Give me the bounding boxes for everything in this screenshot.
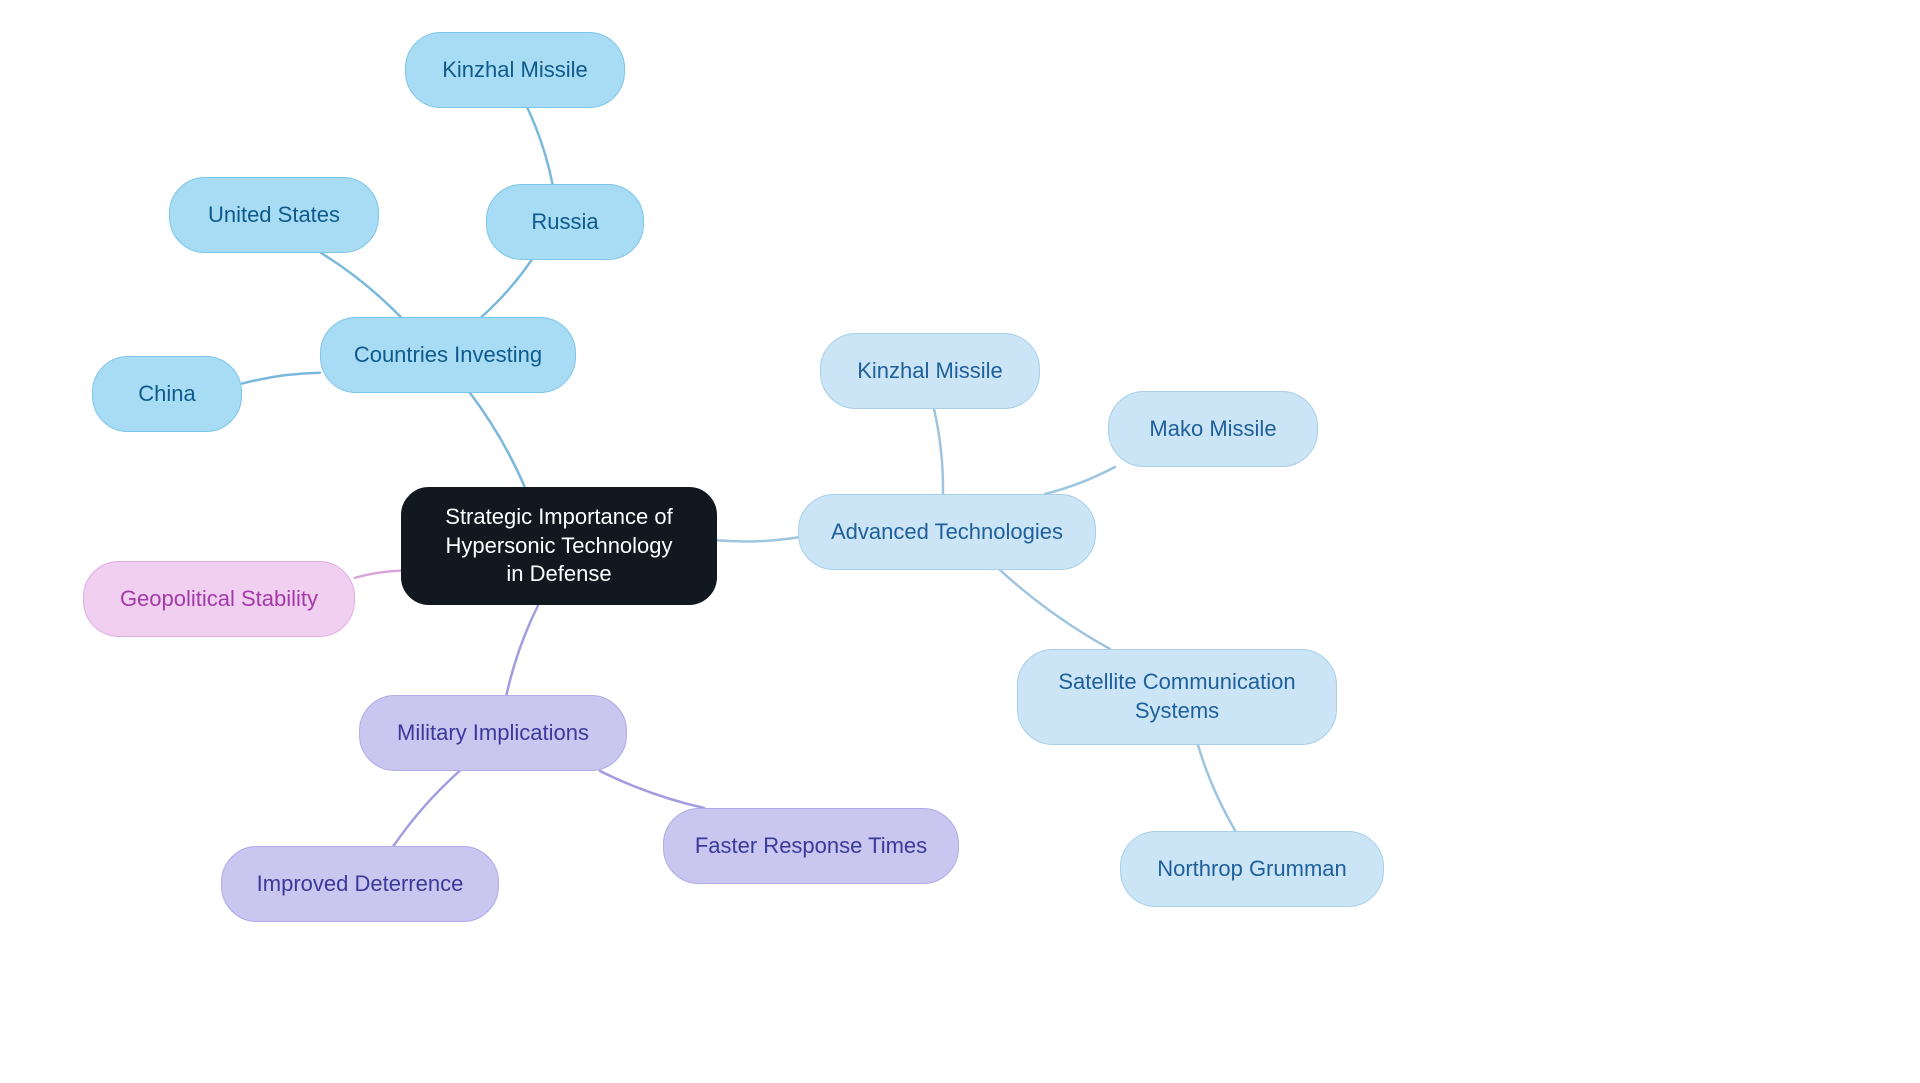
node-faster-response[interactable]: Faster Response Times: [663, 808, 959, 884]
node-kinzhal-missile-top[interactable]: Kinzhal Missile: [405, 32, 625, 108]
node-united-states[interactable]: United States: [169, 177, 379, 253]
node-russia[interactable]: Russia: [486, 184, 644, 260]
node-satellite-communication[interactable]: Satellite Communication Systems: [1017, 649, 1337, 745]
node-northrop-grumman[interactable]: Northrop Grumman: [1120, 831, 1384, 907]
node-geopolitical-stability[interactable]: Geopolitical Stability: [83, 561, 355, 637]
node-improved-deterrence[interactable]: Improved Deterrence: [221, 846, 499, 922]
mindmap-canvas: Strategic Importance of Hypersonic Techn…: [0, 0, 1920, 1083]
node-kinzhal-missile-right[interactable]: Kinzhal Missile: [820, 333, 1040, 409]
node-countries-investing[interactable]: Countries Investing: [320, 317, 576, 393]
node-center[interactable]: Strategic Importance of Hypersonic Techn…: [401, 487, 717, 605]
node-mako-missile[interactable]: Mako Missile: [1108, 391, 1318, 467]
node-advanced-technologies[interactable]: Advanced Technologies: [798, 494, 1096, 570]
node-military-implications[interactable]: Military Implications: [359, 695, 627, 771]
node-china[interactable]: China: [92, 356, 242, 432]
